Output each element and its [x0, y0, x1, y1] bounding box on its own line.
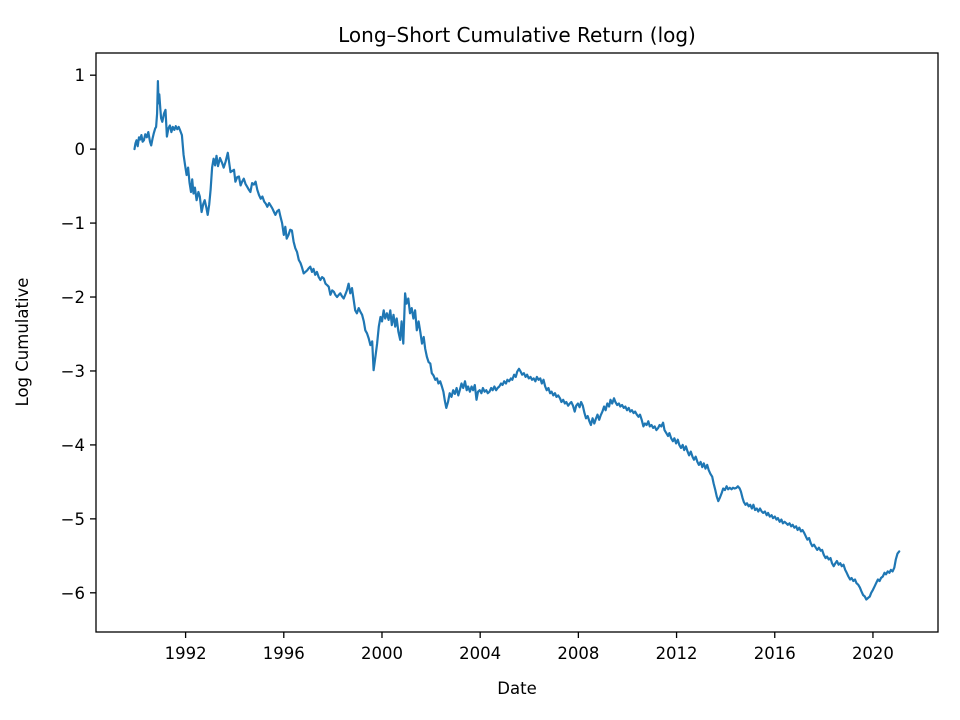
x-tick-label: 2012	[656, 644, 698, 663]
y-axis-ticks: 1 0 −1 −2 −3 −4 −5 −6	[61, 66, 96, 603]
x-tick-label: 2020	[852, 644, 894, 663]
x-tick-label: 1992	[165, 644, 207, 663]
x-tick-label: 2016	[754, 644, 796, 663]
y-tick-label: −4	[61, 436, 85, 455]
x-tick-label: 2004	[459, 644, 501, 663]
y-tick-label: 0	[75, 140, 86, 159]
series-line	[133, 79, 901, 601]
y-tick-label: −2	[61, 288, 85, 307]
y-tick-label: −1	[61, 214, 85, 233]
chart-title: Long–Short Cumulative Return (log)	[338, 23, 696, 47]
x-axis-ticks: 1992 1996 2000 2004 2008 2012 2016 2020	[165, 632, 894, 663]
x-axis-label: Date	[497, 679, 536, 698]
y-tick-label: −5	[61, 510, 85, 529]
x-tick-label: 2008	[557, 644, 599, 663]
x-tick-label: 1996	[263, 644, 305, 663]
y-axis-label: Log Cumulative	[13, 278, 32, 407]
x-tick-label: 2000	[361, 644, 403, 663]
y-tick-label: −6	[61, 584, 85, 603]
plot-frame	[95, 52, 939, 633]
y-tick-label: 1	[75, 66, 86, 85]
y-tick-label: −3	[61, 362, 85, 381]
